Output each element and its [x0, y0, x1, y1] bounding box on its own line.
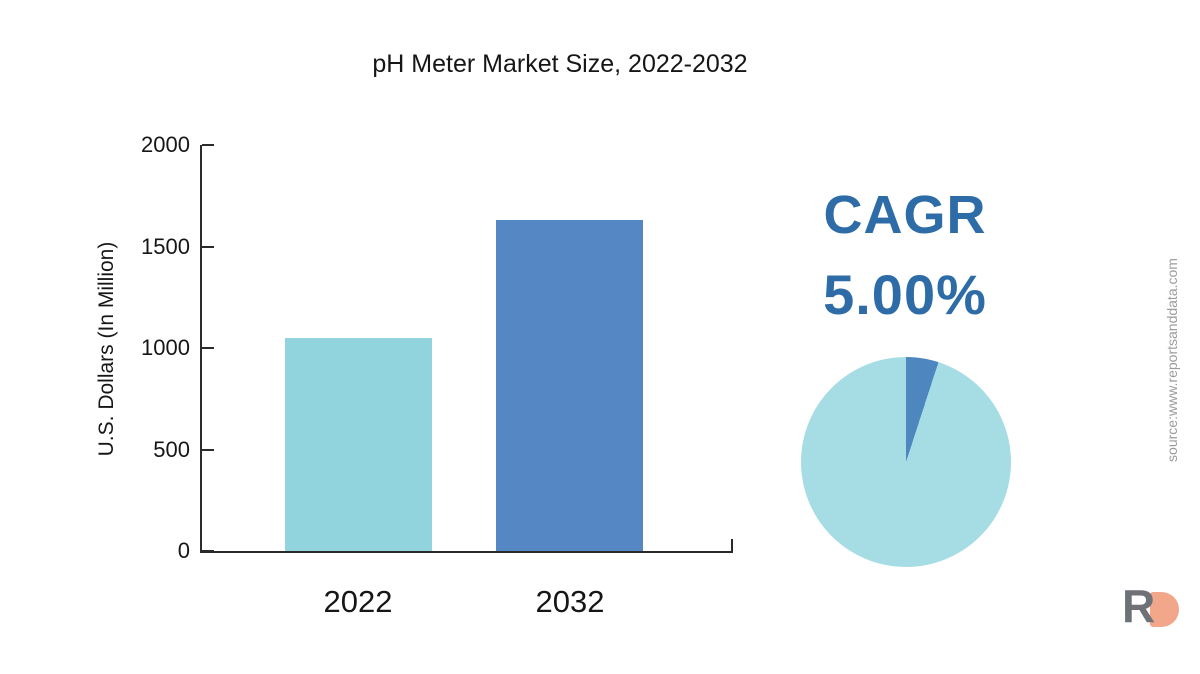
bar-2022: [285, 338, 432, 551]
x-axis-end-tick: [731, 539, 733, 551]
y-tick-label-1000: 1000: [141, 335, 190, 360]
y-tick-label-500: 500: [153, 437, 190, 462]
y-tick-label-2000: 2000: [141, 132, 190, 157]
x-axis-spine: [200, 551, 733, 553]
cagr-label: CAGR: [823, 185, 987, 245]
y-tick-2000: [202, 144, 214, 146]
y-tick-label-0: 0: [177, 538, 190, 563]
y-tick-1000: [202, 347, 214, 349]
y-tick-label-1500: 1500: [141, 234, 190, 259]
cagr-pie-chart: [801, 357, 1011, 567]
logo-r-letter: R: [1122, 580, 1156, 632]
bar-2032: [496, 220, 643, 551]
source-credit: source:www.reportsanddata.com: [1164, 258, 1180, 462]
y-tick-0: [202, 550, 214, 552]
y-tick-1500: [202, 246, 214, 248]
y-axis-spine: [200, 145, 202, 553]
reportsanddata-logo: R: [1122, 583, 1186, 632]
logo-d-icon: [1150, 592, 1179, 627]
y-tick-500: [202, 449, 214, 451]
cagr-value: 5.00%: [823, 263, 987, 326]
x-category-label-2032: 2032: [535, 584, 605, 619]
x-category-label-2022: 2022: [323, 584, 393, 619]
chart-title: pH Meter Market Size, 2022-2032: [372, 50, 748, 78]
